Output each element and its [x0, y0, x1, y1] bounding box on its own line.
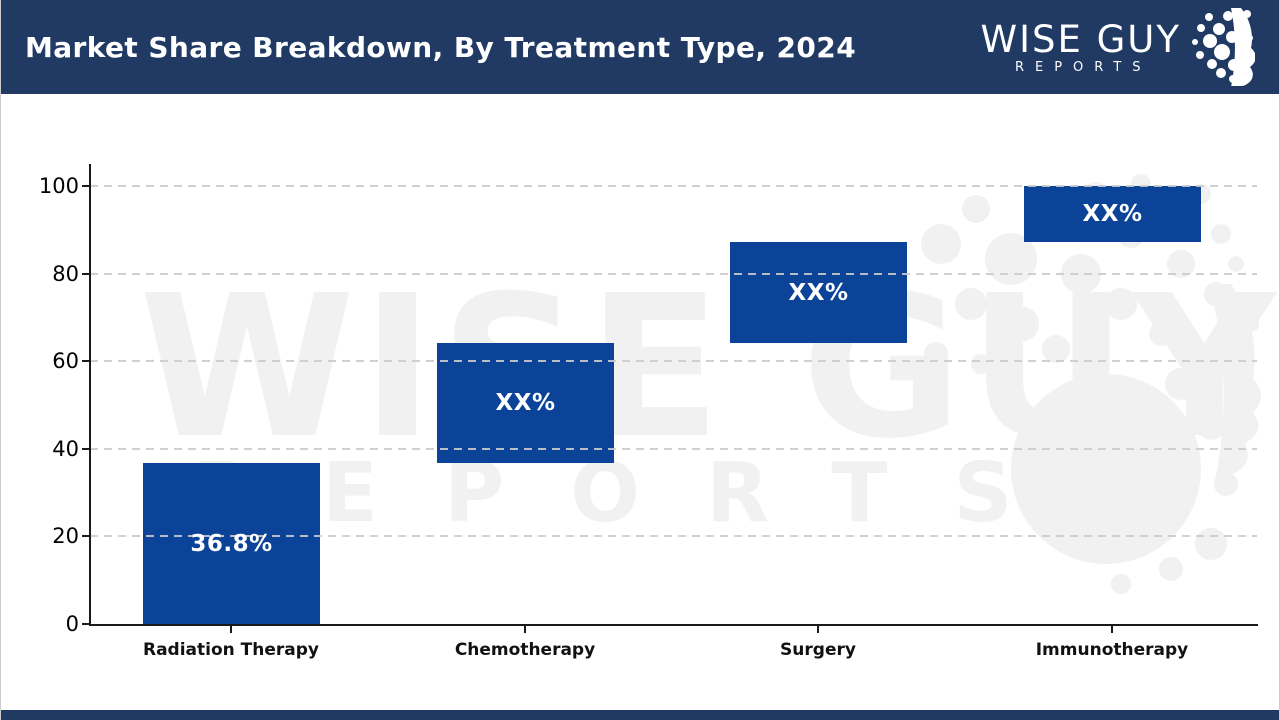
y-tick — [82, 185, 90, 187]
x-tick — [817, 626, 819, 633]
x-category-label: Immunotherapy — [1035, 640, 1189, 660]
y-tick-label: 60 — [52, 349, 79, 373]
y-tick — [82, 448, 90, 450]
brand-logo-text: WISE GUY REPORTS — [981, 21, 1181, 74]
bar — [143, 463, 320, 624]
y-tick-label: 100 — [38, 174, 79, 198]
bar — [437, 343, 614, 463]
bar-value-label: XX% — [788, 279, 849, 306]
x-category-label: Chemotherapy — [454, 640, 596, 660]
logo-head-icon — [1192, 8, 1255, 86]
y-tick-label: 80 — [52, 262, 79, 286]
brand-logo: WISE GUY REPORTS — [981, 8, 1255, 86]
x-tick — [1111, 626, 1113, 633]
y-tick — [82, 360, 90, 362]
header: Market Share Breakdown, By Treatment Typ… — [1, 0, 1279, 94]
y-tick-label: 20 — [52, 524, 79, 548]
y-tick-label: 40 — [52, 437, 79, 461]
labels-layer: 0 20 40 60 80 100 36.8% XX% XX% XX% Radiation Ther… — [1, 94, 1279, 710]
page-title: Market Share Breakdown, By Treatment Typ… — [25, 30, 857, 64]
bar — [730, 242, 907, 343]
bars-layer — [1, 94, 1279, 710]
brand-name: WISE GUY — [980, 17, 1181, 61]
x-category-label: Radiation Therapy — [142, 640, 320, 660]
bar-value-label: XX% — [1082, 201, 1143, 227]
x-tick — [524, 626, 526, 633]
footer-bar — [1, 710, 1279, 720]
brand-subtitle: REPORTS — [1014, 59, 1152, 75]
x-tick — [230, 626, 232, 633]
y-tick — [82, 623, 90, 625]
y-tick — [82, 273, 90, 275]
y-tick-label: 0 — [65, 612, 79, 636]
x-axis-line — [89, 624, 1258, 626]
bar-value-label: 36.8% — [190, 530, 273, 557]
axes-layer — [1, 94, 1279, 710]
y-axis-line — [89, 164, 91, 626]
x-category-label: Surgery — [780, 640, 856, 660]
plot-area: WISE GUY REPORTS — [1, 94, 1279, 710]
bar-value-label: XX% — [495, 390, 556, 416]
y-tick — [82, 535, 90, 537]
